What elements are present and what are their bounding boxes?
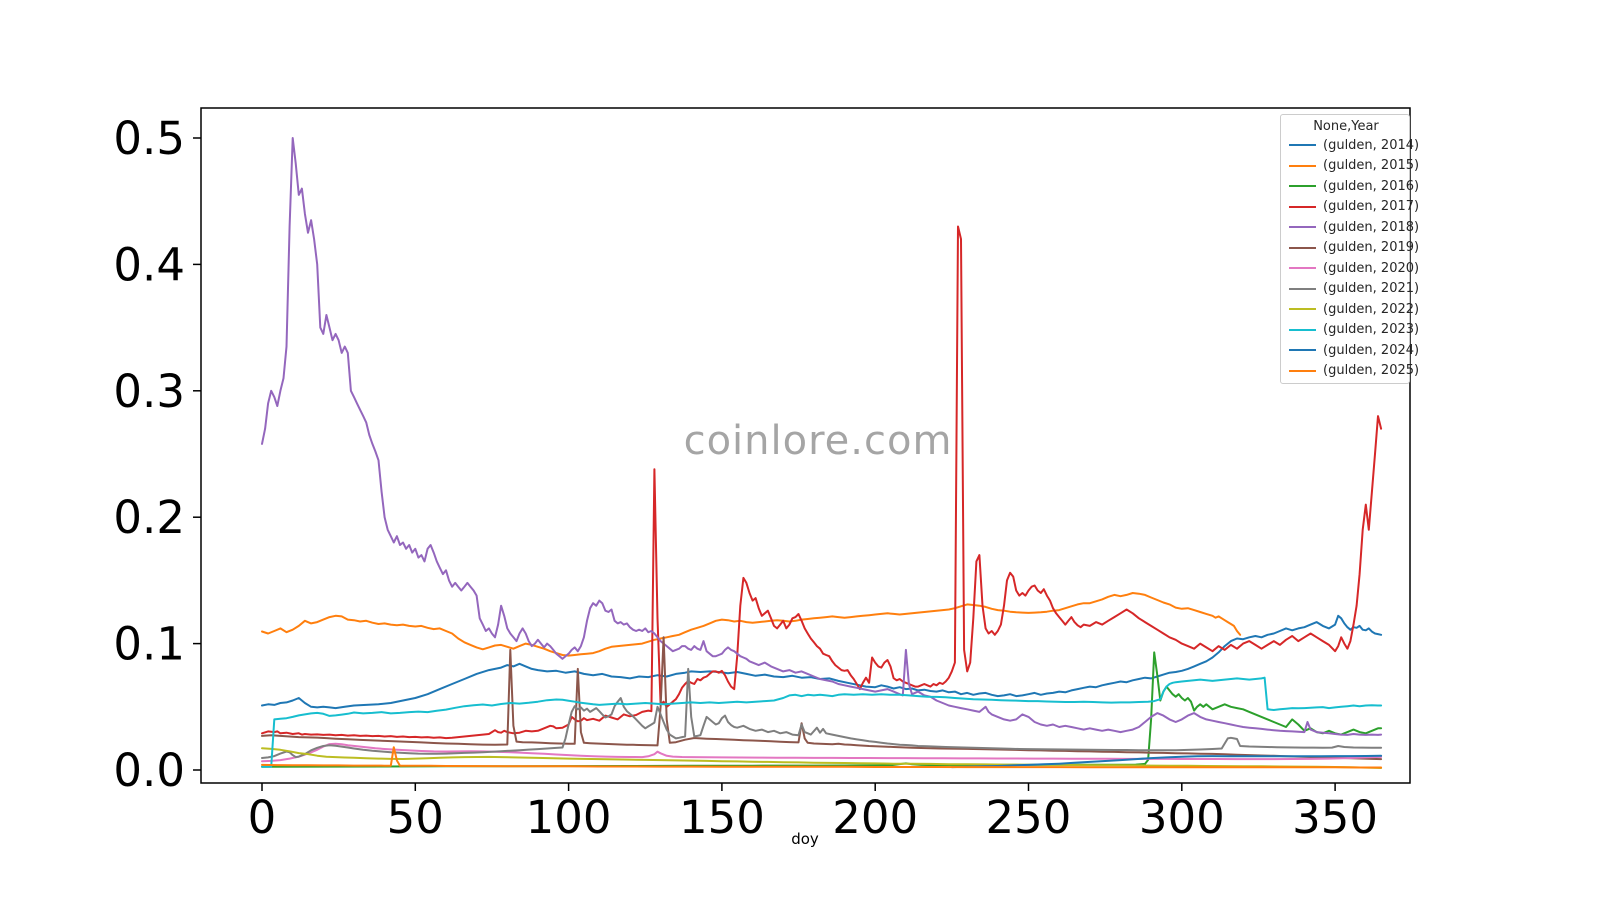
legend-label: (gulden, 2015) xyxy=(1323,158,1420,174)
legend-swatch-2020 xyxy=(1289,267,1316,270)
x-tick-label: 200 xyxy=(832,791,918,844)
legend-label: (gulden, 2014) xyxy=(1323,137,1420,153)
series-line-2023 xyxy=(261,676,1383,768)
legend-label: (gulden, 2018) xyxy=(1323,219,1420,235)
legend-title: None,Year xyxy=(1313,119,1379,134)
x-tick-label: 0 xyxy=(248,791,277,844)
legend-item-2022: (gulden, 2022) xyxy=(1289,299,1419,320)
legend-item-2015: (gulden, 2015) xyxy=(1289,156,1419,177)
legend-item-2019: (gulden, 2019) xyxy=(1289,238,1419,259)
legend-items: (gulden, 2014) (gulden, 2015) (gulden, 201… xyxy=(1289,135,1419,382)
legend-label: (gulden, 2025) xyxy=(1323,363,1420,379)
legend-item-2023: (gulden, 2023) xyxy=(1289,320,1419,341)
x-tick-label: 150 xyxy=(679,791,765,844)
series-line-2024 xyxy=(950,754,1383,769)
legend-swatch-2021 xyxy=(1289,287,1316,290)
x-tick-label: 250 xyxy=(986,791,1072,844)
legend-label: (gulden, 2019) xyxy=(1323,240,1420,256)
legend-swatch-2023 xyxy=(1289,328,1316,331)
legend-label: (gulden, 2016) xyxy=(1323,178,1420,194)
y-tick-label: 0.0 xyxy=(113,744,185,797)
y-tick-label: 0.1 xyxy=(113,618,185,671)
y-tick-label: 0.2 xyxy=(113,491,185,544)
y-tick-label: 0.3 xyxy=(113,365,185,418)
series-line-2021 xyxy=(261,667,1383,759)
legend-item-2016: (gulden, 2016) xyxy=(1289,176,1419,197)
legend-swatch-2017 xyxy=(1289,205,1316,208)
x-tick-label: 300 xyxy=(1139,791,1225,844)
legend-item-2017: (gulden, 2017) xyxy=(1289,197,1419,218)
series-line-2025 xyxy=(261,746,1383,769)
legend-item-2018: (gulden, 2018) xyxy=(1289,217,1419,238)
legend-swatch-2022 xyxy=(1289,308,1316,311)
y-tick-label: 0.4 xyxy=(113,238,185,291)
x-tick-label: 50 xyxy=(387,791,444,844)
series-line-2018 xyxy=(261,137,1383,736)
legend-swatch-2016 xyxy=(1289,185,1316,188)
legend-item-2020: (gulden, 2020) xyxy=(1289,258,1419,279)
legend-item-2014: (gulden, 2014) xyxy=(1289,135,1419,156)
x-axis-label: doy xyxy=(791,830,819,848)
series-line-2019 xyxy=(261,636,1383,761)
y-tick-label: 0.5 xyxy=(113,112,185,165)
series-line-2022 xyxy=(261,747,1383,769)
legend-swatch-2025 xyxy=(1289,369,1316,372)
legend-label: (gulden, 2020) xyxy=(1323,260,1420,276)
plot-frame xyxy=(200,107,1411,784)
legend-swatch-2019 xyxy=(1289,246,1316,249)
legend-swatch-2014 xyxy=(1289,144,1316,147)
legend-label: (gulden, 2017) xyxy=(1323,199,1420,215)
series-line-2015 xyxy=(261,592,1242,657)
x-tick-label: 350 xyxy=(1292,791,1378,844)
legend-label: (gulden, 2021) xyxy=(1323,281,1420,297)
legend-swatch-2015 xyxy=(1289,164,1316,167)
legend-item-2025: (gulden, 2025) xyxy=(1289,361,1419,382)
legend-label: (gulden, 2024) xyxy=(1323,342,1420,358)
series-line-2017 xyxy=(261,225,1383,740)
legend-item-2024: (gulden, 2024) xyxy=(1289,340,1419,361)
series-line-2014 xyxy=(261,614,1383,710)
x-tick-label: 100 xyxy=(526,791,612,844)
legend-label: (gulden, 2023) xyxy=(1323,322,1420,338)
legend-item-2021: (gulden, 2021) xyxy=(1289,279,1419,300)
legend-swatch-2018 xyxy=(1289,226,1316,229)
legend: None,Year (gulden, 2014) (gulden, 2015) (g… xyxy=(1280,114,1419,384)
legend-swatch-2024 xyxy=(1289,349,1316,352)
legend-label: (gulden, 2022) xyxy=(1323,301,1420,317)
